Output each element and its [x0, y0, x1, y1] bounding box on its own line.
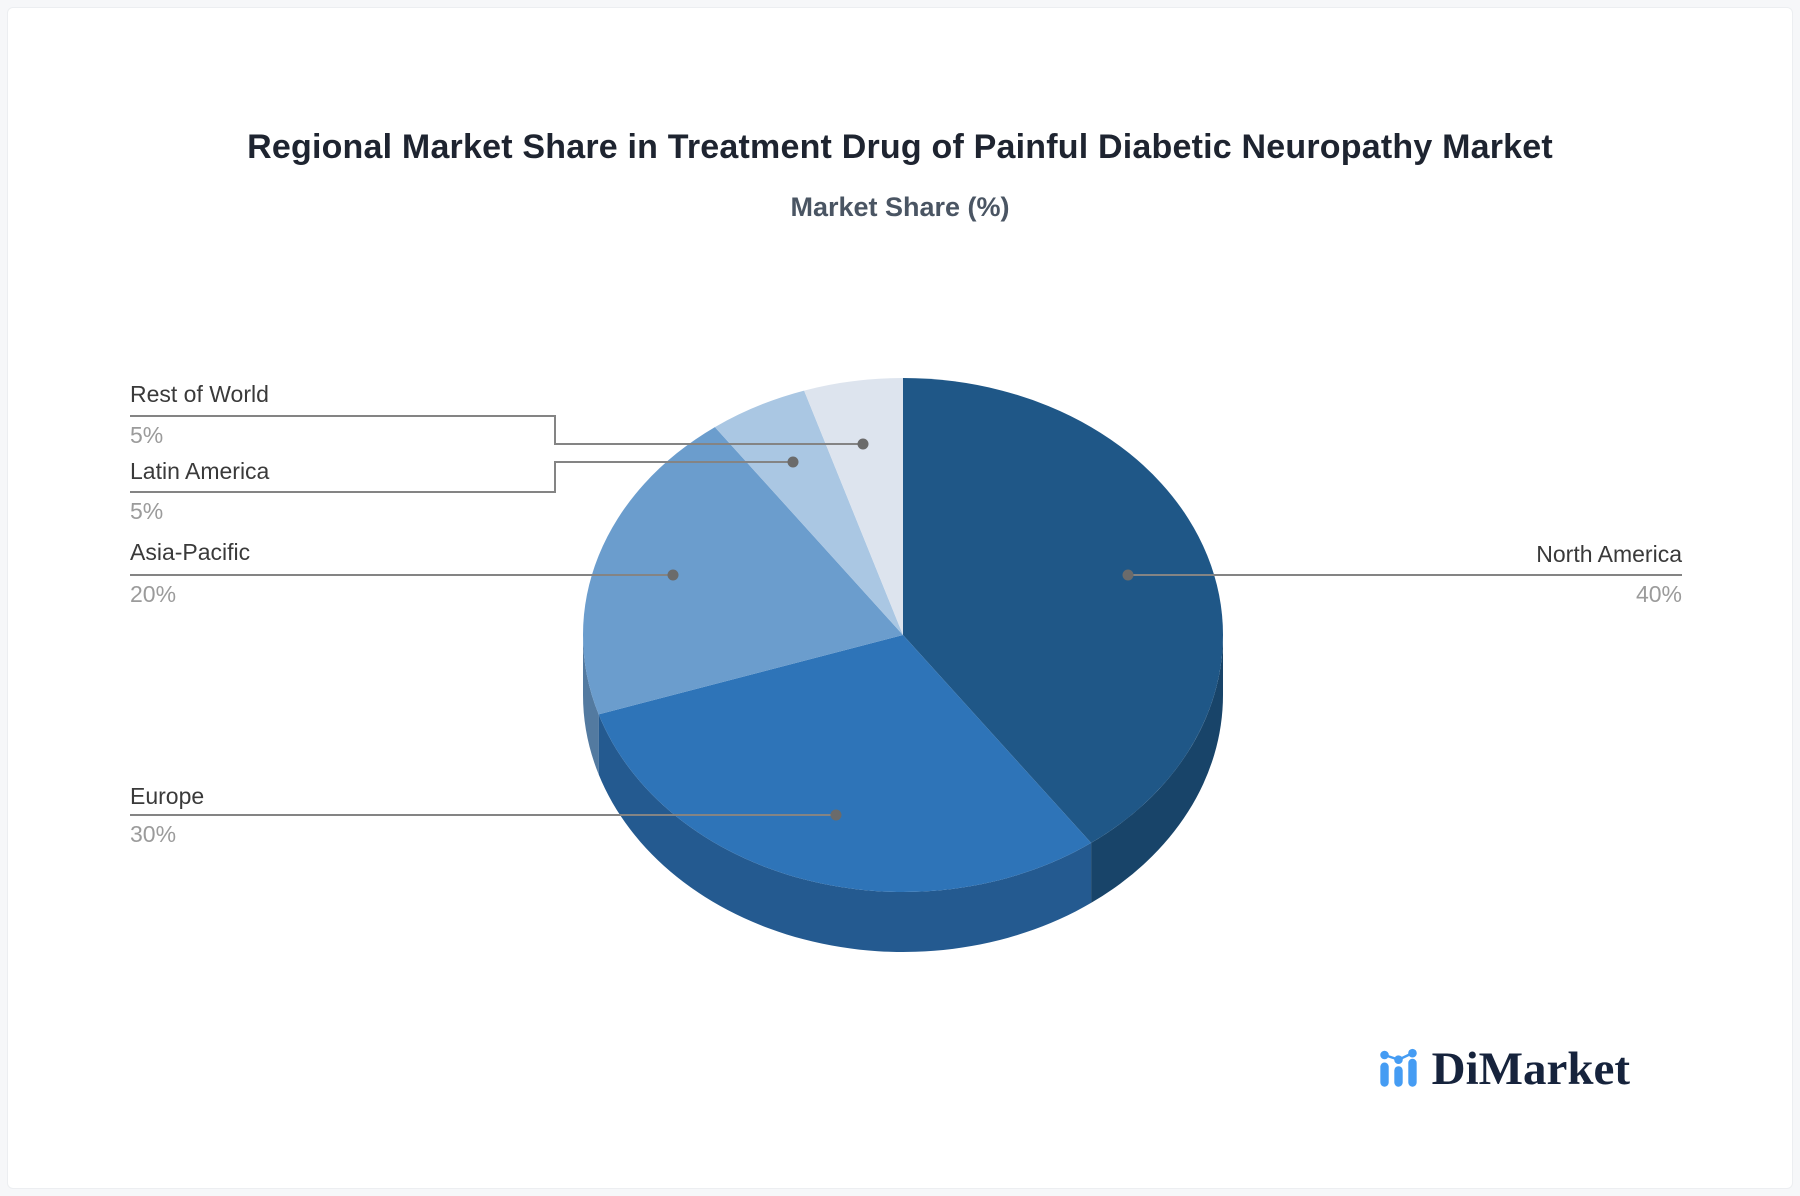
chart-subtitle: Market Share (%) — [790, 192, 1010, 222]
leader-line-rest-of-world — [130, 415, 863, 445]
brand-name: DiMarket — [1431, 1042, 1630, 1095]
pie-slice-side-asia-pacific — [583, 635, 599, 775]
pie-slice-asia-pacific[interactable] — [583, 427, 903, 715]
leader-dot-latin-america — [787, 456, 799, 468]
value-europe: 30% — [130, 821, 177, 847]
label-asia-pacific: Asia-Pacific — [130, 539, 251, 565]
pie-slice-rest-of-world[interactable] — [804, 378, 903, 635]
value-asia-pacific: 20% — [130, 581, 177, 607]
pie-slice-europe[interactable] — [598, 635, 1092, 893]
label-north-america: North America — [1536, 541, 1682, 567]
value-latin-america: 5% — [130, 498, 164, 524]
chart-title: Regional Market Share in Treatment Drug … — [247, 128, 1553, 166]
leader-line-latin-america — [130, 461, 793, 493]
value-rest-of-world: 5% — [130, 422, 164, 448]
label-latin-america: Latin America — [130, 458, 270, 484]
brand-logo: DiMarket — [1378, 1038, 1630, 1100]
pie-slice-side-north-america — [1091, 635, 1223, 903]
pie-slice-side-europe — [598, 714, 1092, 952]
leader-dot-europe — [830, 809, 842, 821]
bar-line-chart-icon — [1379, 1048, 1417, 1087]
label-rest-of-world: Rest of World — [130, 381, 269, 407]
pie-slice-north-america[interactable] — [903, 378, 1223, 843]
label-europe: Europe — [130, 783, 205, 809]
leader-dot-asia-pacific — [667, 569, 679, 581]
leader-dot-rest-of-world — [857, 438, 869, 450]
pie-slice-latin-america[interactable] — [714, 390, 903, 635]
value-north-america: 40% — [1635, 581, 1682, 607]
leader-dot-north-america — [1122, 569, 1134, 581]
